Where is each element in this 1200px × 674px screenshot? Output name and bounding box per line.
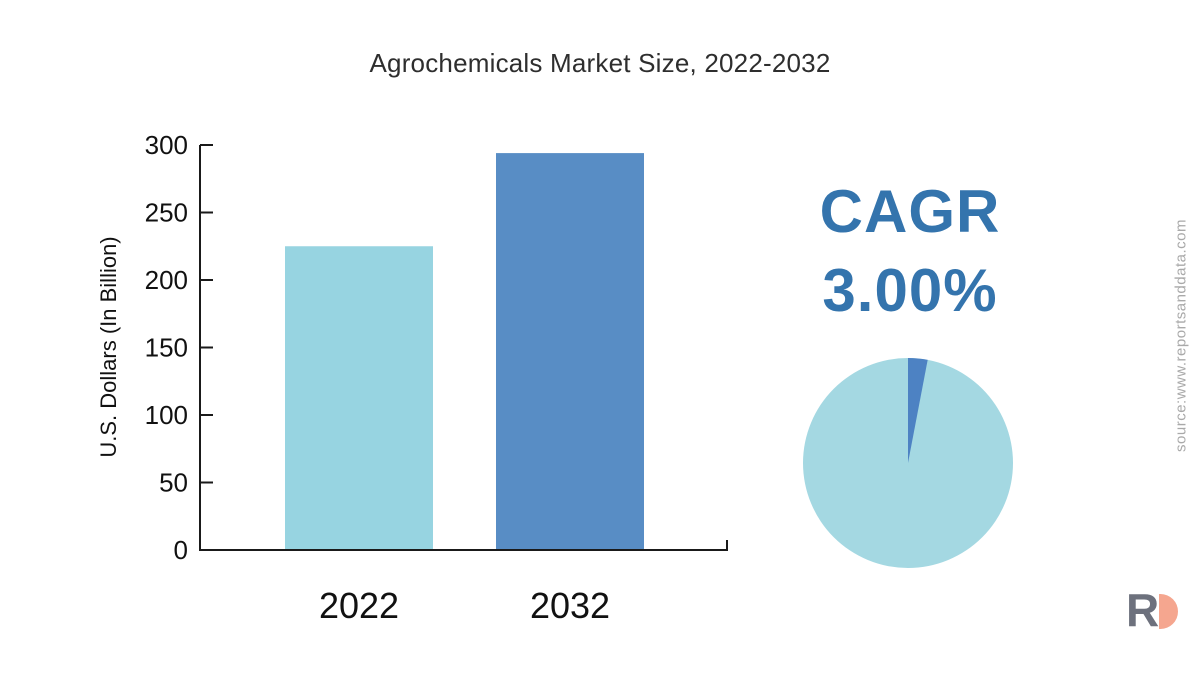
y-tick-label-300: 300 [145, 130, 188, 160]
chart-title: Agrochemicals Market Size, 2022-2032 [369, 48, 831, 78]
bar-chart: 0 50 100 150 200 250 300 2022 2032 [145, 130, 728, 626]
cagr-block: CAGR 3.00% [775, 172, 1045, 330]
cagr-pie-chart [803, 358, 1013, 568]
cagr-label: CAGR [819, 178, 1001, 245]
reportsanddata-logo: R [1126, 584, 1179, 636]
bar-2022 [285, 246, 433, 549]
y-tick-label-50: 50 [159, 468, 188, 498]
y-tick-label-100: 100 [145, 400, 188, 430]
y-tick-label-200: 200 [145, 265, 188, 295]
cagr-value: 3.00% [822, 257, 998, 325]
source-attribution: source:www.reportsanddata.com [1172, 219, 1190, 452]
logo-d-icon [1159, 593, 1179, 629]
x-tick-label-2022: 2022 [319, 585, 399, 626]
logo-letter-r: R [1126, 584, 1159, 636]
bar-2032 [496, 153, 644, 549]
y-tick-label-250: 250 [145, 198, 188, 228]
x-tick-label-2032: 2032 [530, 585, 610, 626]
pie-slice-cagr [908, 358, 928, 463]
y-tick-label-0: 0 [174, 535, 188, 565]
y-tick-label-150: 150 [145, 333, 188, 363]
